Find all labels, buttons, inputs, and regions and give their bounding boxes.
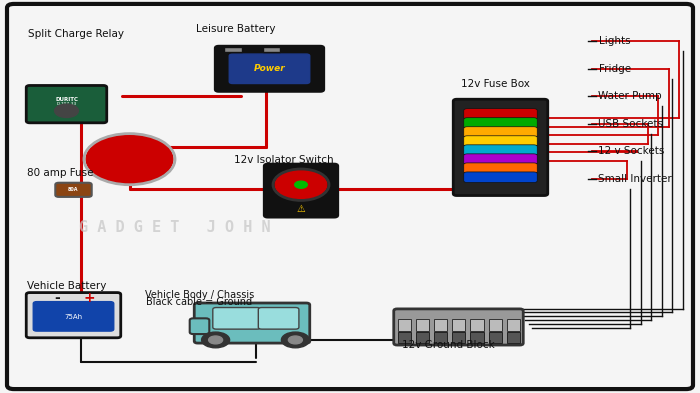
Text: +: + [84,290,95,305]
Text: Vehicle Body / Chassis: Vehicle Body / Chassis [145,290,254,300]
Text: D-707-33: D-707-33 [57,102,76,106]
Text: 12v Isolator Switch: 12v Isolator Switch [234,155,334,165]
Text: 80 amp Fuse: 80 amp Fuse [27,168,93,178]
Circle shape [86,135,173,184]
FancyBboxPatch shape [463,145,538,155]
FancyBboxPatch shape [470,319,484,331]
Circle shape [55,104,78,118]
Text: 12 v Sockets: 12 v Sockets [598,146,665,156]
FancyBboxPatch shape [434,319,447,331]
Circle shape [281,332,309,348]
FancyBboxPatch shape [216,46,323,91]
Text: ⚠: ⚠ [297,204,305,214]
FancyBboxPatch shape [489,332,502,343]
FancyBboxPatch shape [224,47,241,52]
FancyBboxPatch shape [463,154,538,164]
FancyBboxPatch shape [463,127,538,138]
FancyBboxPatch shape [265,164,337,217]
Text: Split Charge Relay: Split Charge Relay [28,29,124,39]
Text: Leisure Battery: Leisure Battery [196,24,276,33]
FancyBboxPatch shape [507,332,520,343]
Circle shape [275,170,327,199]
FancyBboxPatch shape [55,183,92,197]
FancyBboxPatch shape [393,309,524,345]
FancyBboxPatch shape [454,99,547,195]
FancyBboxPatch shape [398,319,411,331]
FancyBboxPatch shape [463,136,538,146]
Text: Small Inverter: Small Inverter [598,174,672,184]
Text: Vehicle Battery: Vehicle Battery [27,281,106,291]
Text: 75Ah: 75Ah [64,314,83,320]
Circle shape [288,336,302,344]
Text: USB Sockets: USB Sockets [598,119,664,129]
Circle shape [295,181,307,188]
FancyBboxPatch shape [398,332,411,343]
Text: Black cable = Ground: Black cable = Ground [146,297,253,307]
Text: 12v Fuse Box: 12v Fuse Box [461,79,529,89]
Text: Power: Power [253,64,286,73]
FancyBboxPatch shape [452,319,466,331]
FancyBboxPatch shape [463,163,538,174]
Text: -: - [55,290,60,305]
Text: G A D G E T   J O H N: G A D G E T J O H N [79,220,271,235]
FancyBboxPatch shape [416,332,429,343]
FancyBboxPatch shape [27,292,121,338]
FancyBboxPatch shape [262,47,280,52]
Text: DURITC: DURITC [55,97,78,101]
FancyBboxPatch shape [213,307,260,329]
FancyBboxPatch shape [230,54,309,83]
FancyBboxPatch shape [507,319,520,331]
Text: 12v Ground Block: 12v Ground Block [402,340,495,350]
FancyBboxPatch shape [34,302,113,331]
FancyBboxPatch shape [463,118,538,128]
FancyBboxPatch shape [258,307,299,329]
FancyBboxPatch shape [463,108,538,119]
FancyBboxPatch shape [470,332,484,343]
Text: Lights: Lights [598,36,630,46]
FancyBboxPatch shape [27,86,106,123]
FancyBboxPatch shape [190,318,209,334]
FancyBboxPatch shape [489,319,502,331]
Circle shape [202,332,230,348]
FancyBboxPatch shape [434,332,447,343]
Circle shape [209,336,223,344]
Text: Water Pump: Water Pump [598,91,662,101]
FancyBboxPatch shape [194,303,309,343]
Text: 80A: 80A [69,187,78,192]
FancyBboxPatch shape [463,172,538,182]
FancyBboxPatch shape [416,319,429,331]
FancyBboxPatch shape [452,332,466,343]
Text: Fridge: Fridge [598,64,631,74]
